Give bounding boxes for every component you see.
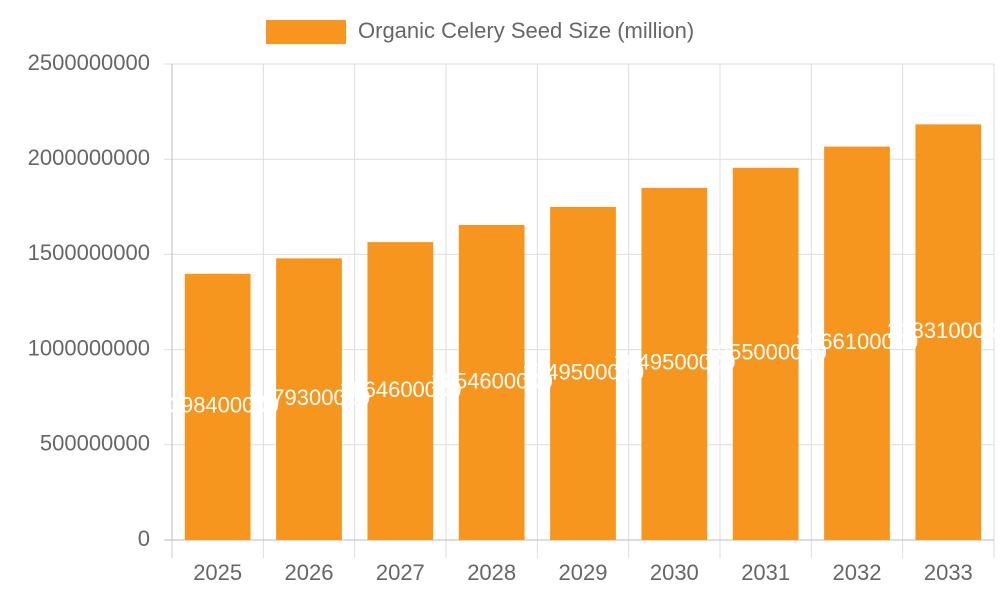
x-tick-label: 2032 (833, 560, 882, 585)
y-tick-label: 0 (138, 526, 150, 551)
x-tick-label: 2033 (924, 560, 973, 585)
value-label: 1849500000 (613, 350, 735, 375)
bar (458, 224, 525, 540)
y-tick-label: 2000000000 (28, 145, 150, 170)
bar (276, 258, 342, 540)
value-label: 1398400000 (156, 393, 278, 418)
bar (732, 167, 799, 540)
y-tick-label: 1000000000 (28, 335, 150, 360)
value-label: 2066100000 (796, 329, 918, 354)
bar (641, 187, 708, 540)
value-label: 1749500000 (522, 359, 644, 384)
x-tick-label: 2026 (285, 560, 334, 585)
y-tick-label: 500000000 (40, 431, 150, 456)
bar (184, 273, 251, 540)
value-label: 1654600000 (430, 368, 552, 393)
bar (915, 124, 982, 540)
x-tick-label: 2028 (467, 560, 516, 585)
x-tick-label: 2029 (559, 560, 608, 585)
value-label: 1564600000 (339, 377, 461, 402)
value-label: 1479300000 (248, 385, 370, 410)
value-label: 1955000000 (704, 340, 826, 365)
y-tick-label: 2500000000 (28, 50, 150, 75)
bar (824, 146, 890, 540)
bar (367, 242, 434, 540)
x-tick-label: 2027 (376, 560, 425, 585)
legend-label: Organic Celery Seed Size (million) (358, 18, 694, 43)
x-tick-label: 2025 (193, 560, 242, 585)
legend-swatch (266, 20, 346, 44)
y-tick-label: 1500000000 (28, 240, 150, 265)
bar (550, 206, 616, 540)
value-label: 2183100000 (887, 318, 1000, 343)
x-tick-label: 2030 (650, 560, 699, 585)
x-tick-label: 2031 (741, 560, 790, 585)
